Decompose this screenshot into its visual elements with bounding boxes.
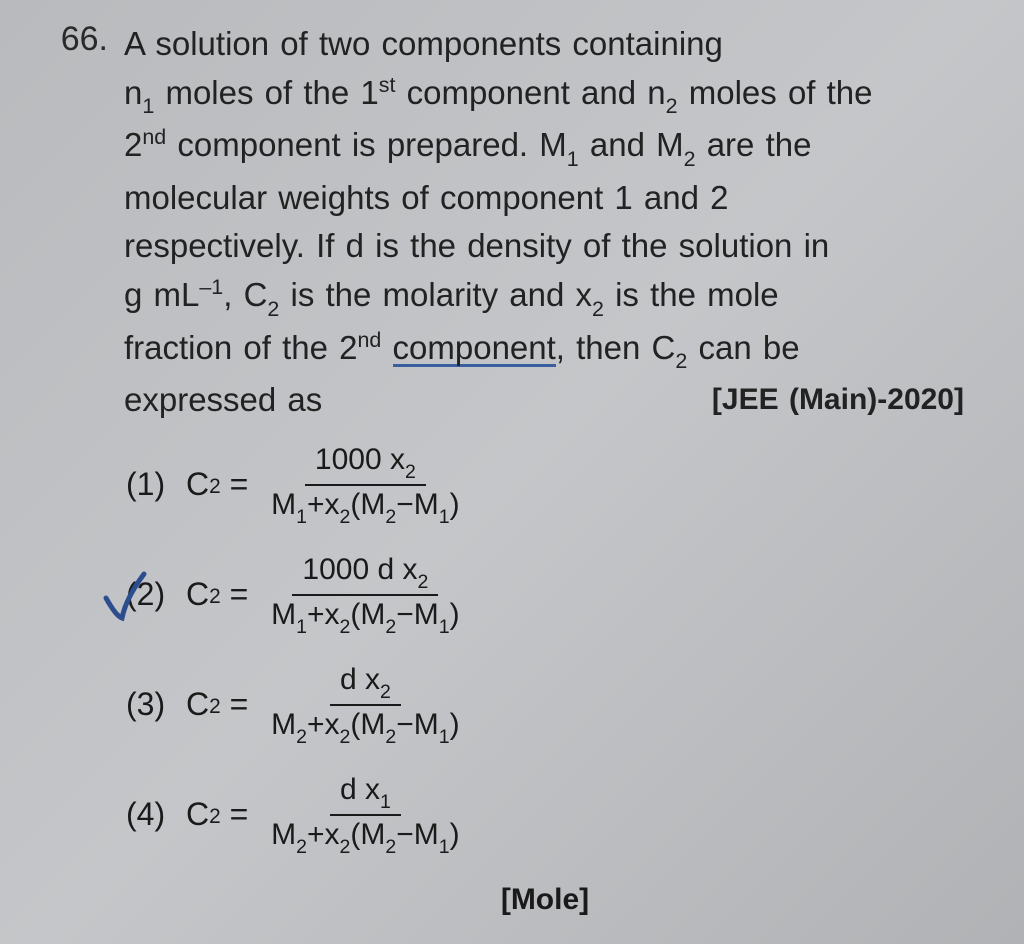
l7d: can be xyxy=(687,329,799,366)
o2-denominator: M1+x2(M2−M1) xyxy=(261,596,469,637)
o4-lhs: C xyxy=(186,796,209,833)
sub2b: 2 xyxy=(684,147,696,171)
option-1-equation: C2 = 1000 x2 M1+x2(M2−M1) xyxy=(186,443,474,527)
l6b: , C xyxy=(223,276,267,313)
option-2: (2) C2 = 1000 d x2 M1+x2(M2−M1) xyxy=(126,553,964,637)
option-3-label: (3) xyxy=(126,686,186,723)
l3a: 2 xyxy=(124,126,142,163)
l6c: is the molarity and x xyxy=(279,276,592,313)
line1: A solution of two components containing xyxy=(124,25,723,62)
sub2e: 2 xyxy=(675,349,687,373)
underlined-word: component xyxy=(393,331,556,367)
question-text: A solution of two components containing … xyxy=(124,20,964,425)
option-3: (3) C2 = d x2 M2+x2(M2−M1) xyxy=(126,663,964,747)
sub1b: 1 xyxy=(567,147,579,171)
o4-fraction: d x1 M2+x2(M2−M1) xyxy=(261,773,469,857)
sup-nd2: nd xyxy=(357,328,381,352)
l3d: are the xyxy=(696,126,812,163)
l2a: n xyxy=(124,74,142,111)
option-1-label: (1) xyxy=(126,466,186,503)
sup-m1: –1 xyxy=(199,275,223,299)
question-number: 66. xyxy=(30,20,124,59)
sup-nd: nd xyxy=(142,125,166,149)
o1-lhs: C xyxy=(186,466,209,503)
l3b: component is prepared. M xyxy=(166,126,567,163)
l2b: moles of the 1 xyxy=(154,74,378,111)
l8: expressed as xyxy=(124,381,322,418)
l2c: component and n xyxy=(395,74,665,111)
o2-numerator: 1000 d x2 xyxy=(292,553,438,596)
o2-fraction: 1000 d x2 M1+x2(M2−M1) xyxy=(261,553,469,637)
option-4: (4) C2 = d x1 M2+x2(M2−M1) xyxy=(126,773,964,857)
option-4-equation: C2 = d x1 M2+x2(M2−M1) xyxy=(186,773,474,857)
l3c: and M xyxy=(579,126,684,163)
sub2c: 2 xyxy=(267,297,279,321)
l7c: , then C xyxy=(556,329,676,366)
page-container: 66. A solution of two components contain… xyxy=(0,0,1024,937)
option-2-label: (2) xyxy=(126,576,186,613)
option-3-equation: C2 = d x2 M2+x2(M2−M1) xyxy=(186,663,474,747)
o3-numerator: d x2 xyxy=(330,663,401,706)
option-2-equation: C2 = 1000 d x2 M1+x2(M2−M1) xyxy=(186,553,474,637)
o4-numerator: d x1 xyxy=(330,773,401,816)
o1-fraction: 1000 x2 M1+x2(M2−M1) xyxy=(261,443,469,527)
l5: respectively. If d is the density of the… xyxy=(124,227,829,264)
o4-denominator: M2+x2(M2−M1) xyxy=(261,816,469,857)
o1-denominator: M1+x2(M2−M1) xyxy=(261,486,469,527)
sub2: 2 xyxy=(666,94,678,118)
option-4-label: (4) xyxy=(126,796,186,833)
o3-denominator: M2+x2(M2−M1) xyxy=(261,706,469,747)
sup-st: st xyxy=(379,73,396,97)
sub2d: 2 xyxy=(592,297,604,321)
source-tag: [JEE (Main)-2020] xyxy=(712,378,964,422)
sub1: 1 xyxy=(142,94,154,118)
l4: molecular weights of component 1 and 2 xyxy=(124,179,729,216)
o1-numerator: 1000 x2 xyxy=(305,443,426,486)
option-1: (1) C2 = 1000 x2 M1+x2(M2−M1) xyxy=(126,443,964,527)
o3-fraction: d x2 M2+x2(M2−M1) xyxy=(261,663,469,747)
options-list: (1) C2 = 1000 x2 M1+x2(M2−M1) (2) C2 = 1… xyxy=(126,443,964,857)
o1-s1: 2 xyxy=(209,475,221,499)
l7a: fraction of the 2 xyxy=(124,329,357,366)
l6d: is the mole xyxy=(604,276,779,313)
o2-lhs: C xyxy=(186,576,209,613)
l6a: g mL xyxy=(124,276,199,313)
footer-tag: [Mole] xyxy=(126,883,964,917)
o3-lhs: C xyxy=(186,686,209,723)
l2d: moles of the xyxy=(678,74,873,111)
question-block: 66. A solution of two components contain… xyxy=(30,20,964,425)
